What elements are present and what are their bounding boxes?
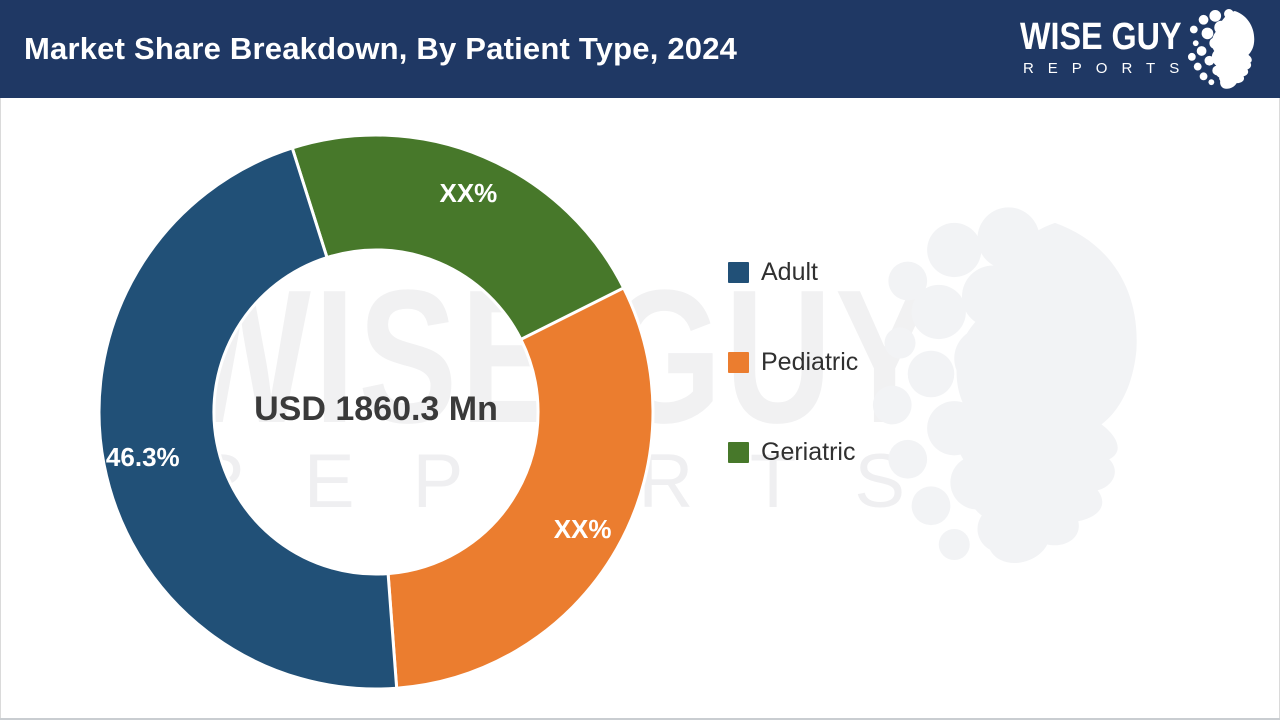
wiseguy-logo: WISE GUY REPORTS <box>1018 4 1268 96</box>
legend-swatch <box>728 351 749 373</box>
legend-label: Geriatric <box>761 437 856 466</box>
header-bar: Market Share Breakdown, By Patient Type,… <box>0 0 1280 98</box>
donut-segment-adult <box>97 146 399 691</box>
donut-segment-label-geriatric: XX% <box>439 178 497 208</box>
chart-area: WISE GUY REPORTS XX%XX%46.3% USD 1860.3 … <box>0 98 1280 718</box>
legend-item-adult: Adult <box>728 258 858 286</box>
legend-swatch <box>728 261 749 283</box>
donut-segment-label-adult: 46.3% <box>106 442 180 472</box>
legend-item-pediatric: Pediatric <box>728 348 858 376</box>
donut-segment-pediatric <box>386 286 655 690</box>
legend-label: Adult <box>761 257 818 286</box>
legend-item-geriatric: Geriatric <box>728 438 858 466</box>
logo-text-block: WISE GUY REPORTS <box>1020 18 1210 77</box>
logo-subtitle: REPORTS <box>1022 60 1194 77</box>
chart-title: Market Share Breakdown, By Patient Type,… <box>24 31 738 66</box>
logo-head-icon <box>1187 9 1255 89</box>
logo-wordmark: WISE GUY <box>1019 16 1182 58</box>
watermark-head-graphic <box>872 207 1137 564</box>
donut-segment-geriatric <box>290 133 626 341</box>
legend: Adult Pediatric Geriatric <box>728 258 858 466</box>
legend-label: Pediatric <box>761 347 859 376</box>
donut-segment-label-pediatric: XX% <box>554 514 612 544</box>
donut-chart: XX% XX% 46.3% <box>97 133 655 691</box>
donut-center-value: USD 1860.3 Mn <box>254 390 498 428</box>
legend-swatch <box>728 441 749 463</box>
